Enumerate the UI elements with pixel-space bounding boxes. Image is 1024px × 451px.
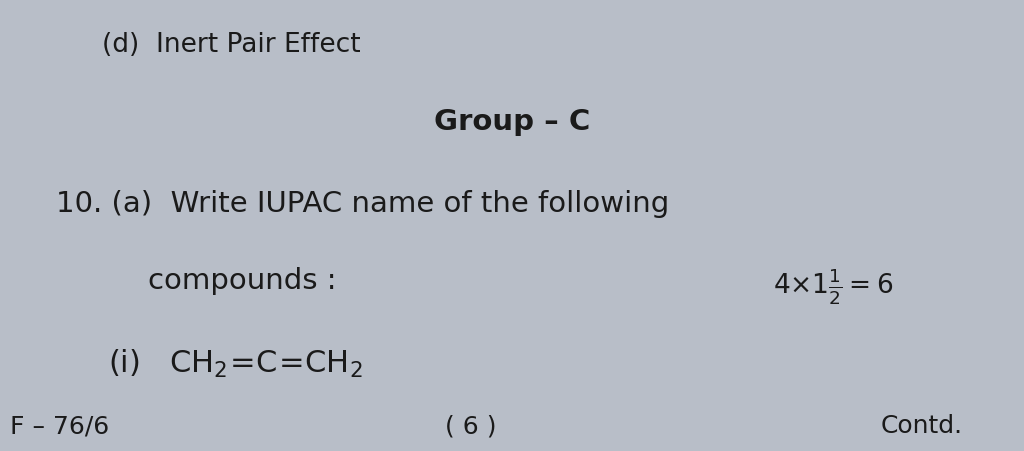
Text: Contd.: Contd.	[881, 414, 963, 437]
Text: $4{\times}1\frac{1}{2}{=}6$: $4{\times}1\frac{1}{2}{=}6$	[773, 266, 893, 306]
Text: compounds :: compounds :	[148, 266, 337, 294]
Text: ( 6 ): ( 6 )	[445, 414, 497, 437]
Text: 10. (a)  Write IUPAC name of the following: 10. (a) Write IUPAC name of the followin…	[56, 189, 670, 217]
Text: (i)   $\mathregular{CH_2\!=\!C\!=\!CH_2}$: (i) $\mathregular{CH_2\!=\!C\!=\!CH_2}$	[108, 347, 362, 379]
Text: (d)  Inert Pair Effect: (d) Inert Pair Effect	[102, 32, 361, 58]
Text: F – 76/6: F – 76/6	[10, 414, 110, 437]
Text: Group – C: Group – C	[434, 108, 590, 136]
